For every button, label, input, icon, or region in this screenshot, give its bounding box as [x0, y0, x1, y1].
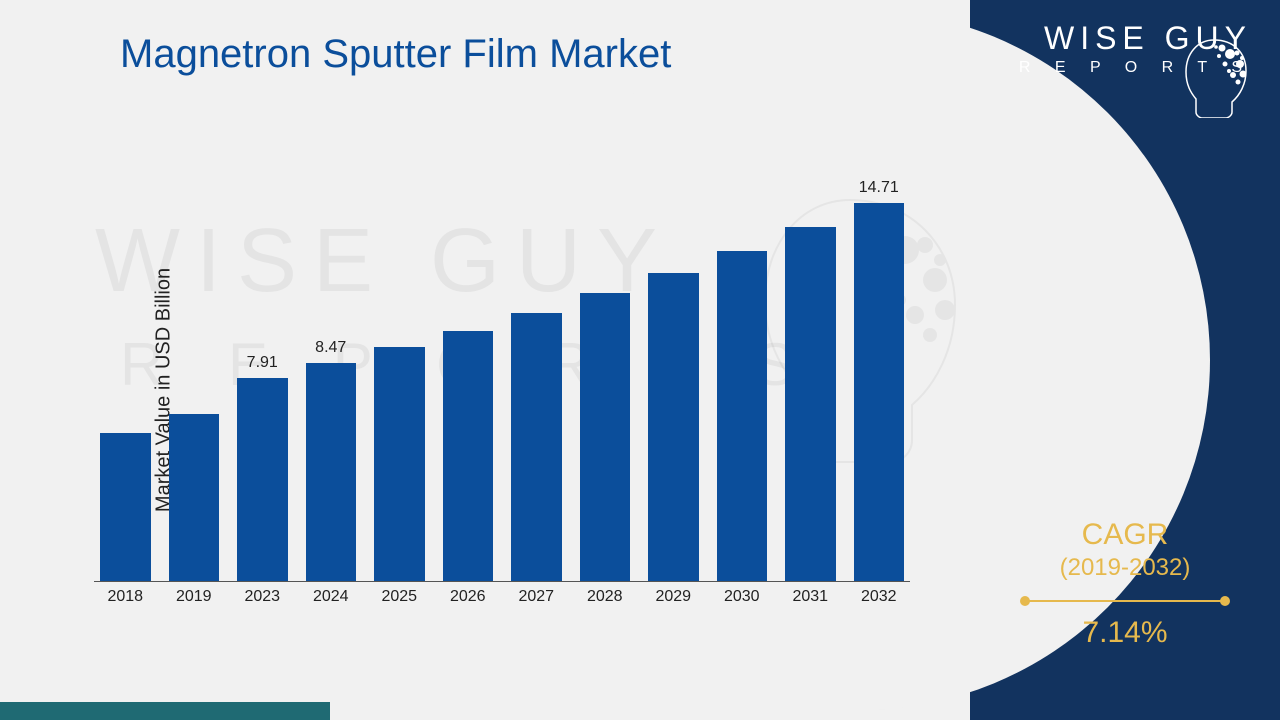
- x-tick-label: 2032: [854, 582, 905, 610]
- cagr-range: (2019-2032): [1000, 554, 1250, 582]
- figure-canvas: WISE GUY R E P O R T S WISE GUY R E P O …: [0, 0, 1280, 720]
- chart-area: Market Value in USD Billion 7.918.4714.7…: [70, 170, 910, 610]
- x-tick-label: 2024: [306, 582, 357, 610]
- x-axis: 2018 2019 2023 2024 2025 2026 2027 2028 2029 2030…: [94, 582, 910, 610]
- plot-region: 7.91 8.47 14.71: [94, 170, 910, 582]
- cagr-block: CAGR (2019-2032) 7.14%: [1000, 518, 1250, 650]
- x-tick-label: 2028: [580, 582, 631, 610]
- bar-rect: [443, 331, 494, 581]
- bar-rect: [717, 251, 768, 581]
- bar-rect: [237, 378, 288, 581]
- bar-rect: [169, 414, 220, 581]
- bar: 8.47: [306, 170, 357, 581]
- bar-value-label: 14.71: [859, 179, 899, 199]
- bar: [511, 170, 562, 581]
- bar: [443, 170, 494, 581]
- x-tick-label: 2027: [511, 582, 562, 610]
- bar-rect: [511, 313, 562, 581]
- bar: 14.71: [854, 170, 905, 581]
- x-tick-label: 2029: [648, 582, 699, 610]
- bar-rect: [854, 203, 905, 581]
- logo-head-icon: [1182, 38, 1252, 118]
- bar-rect: [580, 293, 631, 581]
- x-tick-label: 2031: [785, 582, 836, 610]
- x-tick-label: 2019: [169, 582, 220, 610]
- x-tick-label: 2025: [374, 582, 425, 610]
- bar-rect: [100, 433, 151, 581]
- bar: [374, 170, 425, 581]
- cagr-label: CAGR: [1000, 518, 1250, 552]
- x-tick-label: 2023: [237, 582, 288, 610]
- bar: [717, 170, 768, 581]
- bar-rect: [374, 347, 425, 581]
- bars-container: 7.91 8.47 14.71: [94, 170, 910, 581]
- bar: [785, 170, 836, 581]
- x-tick-label: 2018: [100, 582, 151, 610]
- bar-rect: [785, 227, 836, 581]
- bar-rect: [648, 273, 699, 581]
- bar: [648, 170, 699, 581]
- bar-value-label: 7.91: [247, 354, 278, 374]
- x-tick-label: 2030: [717, 582, 768, 610]
- bar-rect: [306, 363, 357, 581]
- bar: [580, 170, 631, 581]
- chart-title: Magnetron Sputter Film Market: [120, 32, 671, 77]
- bar: [169, 170, 220, 581]
- x-tick-label: 2026: [443, 582, 494, 610]
- cagr-value: 7.14%: [1000, 616, 1250, 650]
- brand-logo: WISE GUY R E P O R T S: [1019, 20, 1252, 77]
- bar: [100, 170, 151, 581]
- bar-value-label: 8.47: [315, 339, 346, 359]
- bottom-accent-bar: [0, 702, 330, 720]
- cagr-divider: [1025, 600, 1225, 602]
- bar: 7.91: [237, 170, 288, 581]
